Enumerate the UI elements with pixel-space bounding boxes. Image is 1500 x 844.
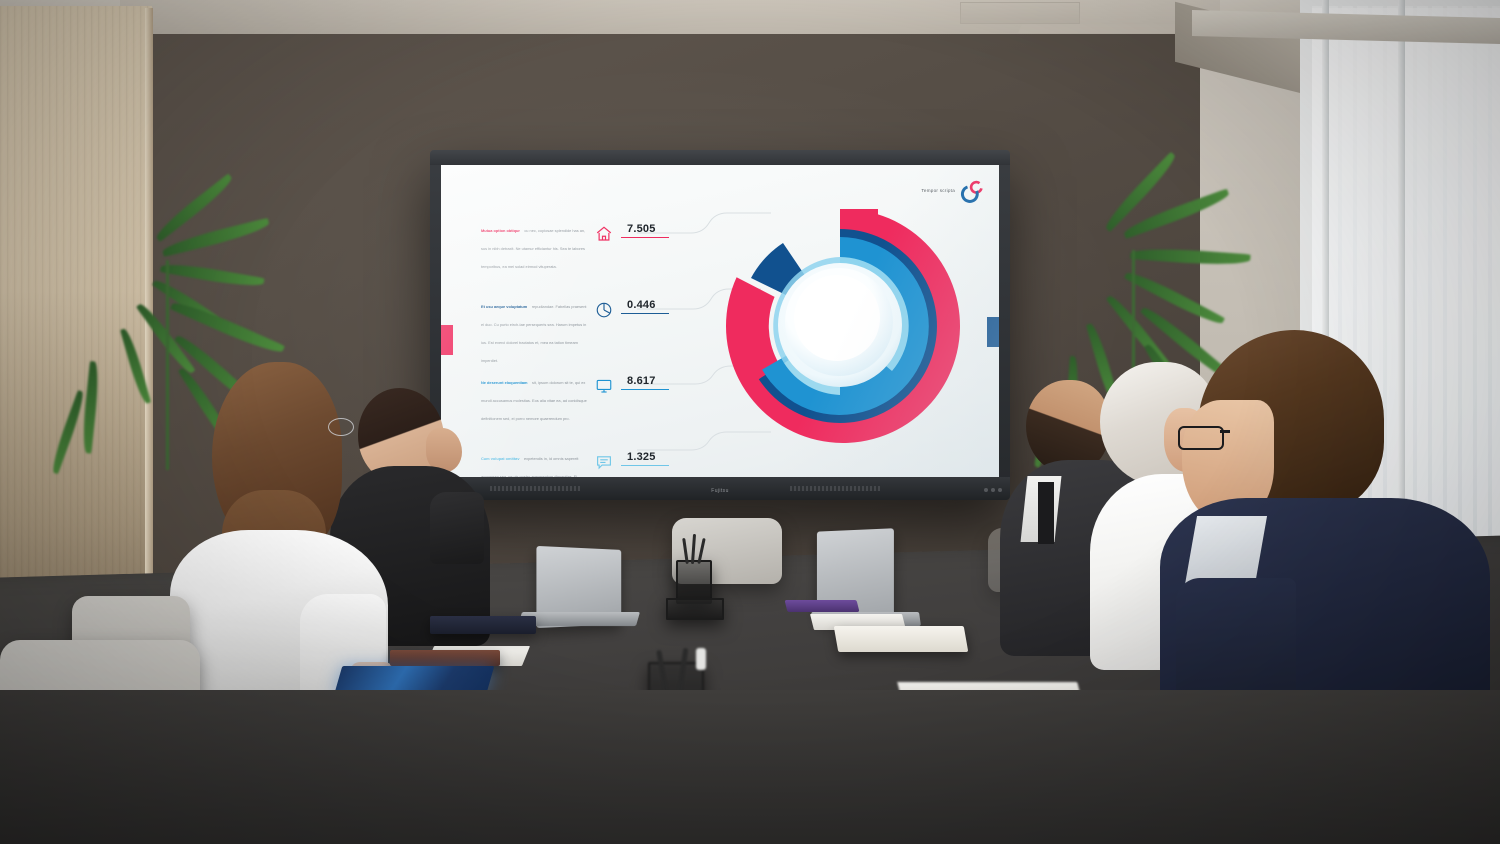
brand-name: Tempor scripta — [921, 187, 955, 193]
note-holder-far[interactable] — [666, 598, 724, 620]
info-row-1-lead: Mutua option obtiqur — [481, 228, 520, 233]
info-row-4-lead: Cum volupat omittav — [481, 456, 520, 461]
potted-palm-left — [48, 173, 310, 480]
ceiling-vent-icon — [960, 2, 1080, 24]
info-row-1-body: cu nec, copiosae splendide has an, sus i… — [481, 228, 586, 269]
window-mullion — [1398, 0, 1405, 760]
pie-chart-icon — [589, 293, 619, 319]
info-row-1-value: 7.505 — [621, 217, 669, 239]
arc-logo-icon — [959, 177, 985, 203]
display-bezel-top — [430, 150, 1010, 165]
table-front-edge — [0, 690, 1500, 844]
info-row-3-value: 8.617 — [621, 369, 669, 391]
eyeglasses-icon — [1178, 426, 1224, 450]
info-row-3-number: 8.617 — [627, 375, 656, 387]
info-row-4-rule — [621, 465, 669, 467]
open-notebook[interactable] — [833, 626, 969, 652]
info-row-4-text: Cum volupat omittav expetendis in, id om… — [481, 445, 589, 477]
wall-corner-edge — [145, 8, 153, 844]
slide-info-rows: Mutua option obtiqur cu nec, copiosae sp… — [481, 217, 721, 477]
info-row-1[interactable]: Mutua option obtiqur cu nec, copiosae sp… — [481, 217, 721, 279]
display-brand-logo: Fujitsu — [711, 488, 729, 494]
info-row-3-text: Ne deserunt eloquentiam sit, ipsum dolor… — [481, 369, 589, 425]
info-row-2-lead: Et usu aeque voluptatum — [481, 304, 528, 309]
info-row-1-number: 7.505 — [627, 223, 656, 235]
display-speaker-left — [490, 486, 580, 491]
laptop-left-base[interactable] — [517, 612, 641, 626]
info-row-3-rule — [621, 389, 669, 391]
marker[interactable] — [696, 648, 706, 670]
info-row-4-number: 1.325 — [627, 451, 656, 463]
info-row-3-lead: Ne deserunt eloquentiam — [481, 380, 528, 385]
slide-accent-right — [987, 317, 999, 347]
info-row-2-text: Et usu aeque voluptatum repudiandae. Fab… — [481, 293, 589, 367]
info-row-3[interactable]: Ne deserunt eloquentiam sit, ipsum dolor… — [481, 369, 721, 431]
info-row-4[interactable]: Cum volupat omittav expetendis in, id om… — [481, 445, 721, 477]
message-lines-icon — [589, 445, 619, 471]
notebook-navy[interactable] — [430, 616, 536, 634]
donut-chart — [713, 199, 967, 453]
donut-core-highlight — [794, 275, 880, 361]
interactive-display[interactable]: Tempor scripta — [430, 150, 1010, 500]
connector-lines — [637, 212, 771, 451]
monitor-icon — [589, 369, 619, 395]
info-row-4-body: expetendis in, id omnis sapereit accumsa… — [481, 456, 579, 477]
display-indicator-leds — [984, 488, 1002, 492]
info-row-1-rule — [621, 237, 669, 239]
eyeglasses-icon — [328, 418, 354, 436]
info-row-1-text: Mutua option obtiqur cu nec, copiosae sp… — [481, 217, 589, 273]
notebook-brown-left[interactable] — [390, 650, 500, 666]
folder-purple[interactable] — [784, 600, 860, 612]
home-icon — [589, 217, 619, 243]
info-row-2-rule — [621, 313, 669, 315]
info-row-2-value: 0.446 — [621, 293, 669, 315]
info-row-3-body: sit, ipsum dolorum sit te, qui ex mundi … — [481, 380, 587, 421]
info-row-4-value: 1.325 — [621, 445, 669, 467]
potted-palm-right — [1030, 151, 1290, 480]
display-speaker-right — [790, 486, 880, 491]
slide-brand-lockup: Tempor scripta — [921, 177, 985, 203]
display-screen[interactable]: Tempor scripta — [441, 165, 999, 477]
display-bezel-bottom: Fujitsu — [430, 477, 1010, 500]
info-row-2-body: repudiandae. Fabellas praesent ei duo. C… — [481, 304, 587, 363]
info-row-2[interactable]: Et usu aeque voluptatum repudiandae. Fab… — [481, 293, 721, 363]
info-row-2-number: 0.446 — [627, 299, 656, 311]
slide-accent-left — [441, 325, 453, 355]
